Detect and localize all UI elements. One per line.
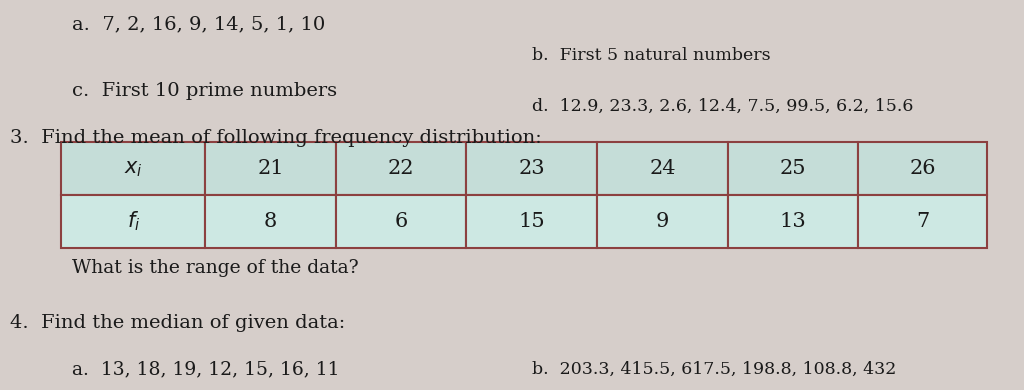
Text: 26: 26 [909, 159, 936, 178]
Text: 4.  Find the median of given data:: 4. Find the median of given data: [10, 314, 345, 332]
Text: 6: 6 [394, 212, 408, 231]
Text: 7: 7 [916, 212, 930, 231]
Text: 13: 13 [779, 212, 807, 231]
Text: b.  First 5 natural numbers: b. First 5 natural numbers [532, 47, 771, 64]
Text: $f_i$: $f_i$ [127, 209, 140, 233]
Bar [728, 195, 858, 248]
Bar [858, 195, 987, 248]
Text: c.  First 10 prime numbers: c. First 10 prime numbers [72, 82, 337, 100]
Bar [205, 142, 336, 195]
Bar [336, 142, 466, 195]
Text: What is the range of the data?: What is the range of the data? [72, 259, 358, 277]
Bar [205, 195, 336, 248]
Text: 25: 25 [780, 159, 806, 178]
Bar [61, 195, 205, 248]
Text: d.  12.9, 23.3, 2.6, 12.4, 7.5, 99.5, 6.2, 15.6: d. 12.9, 23.3, 2.6, 12.4, 7.5, 99.5, 6.2… [532, 98, 913, 115]
Bar [597, 195, 728, 248]
Bar [728, 142, 858, 195]
Text: 23: 23 [518, 159, 545, 178]
Bar [466, 142, 597, 195]
Text: 22: 22 [388, 159, 415, 178]
Bar [466, 195, 597, 248]
Text: 9: 9 [655, 212, 669, 231]
Text: a.  13, 18, 19, 12, 15, 16, 11: a. 13, 18, 19, 12, 15, 16, 11 [72, 361, 339, 379]
Text: 24: 24 [649, 159, 676, 178]
Bar [336, 195, 466, 248]
Text: 3.  Find the mean of following frequency distribution:: 3. Find the mean of following frequency … [10, 129, 542, 147]
Text: 15: 15 [518, 212, 545, 231]
Bar [61, 142, 205, 195]
Text: 21: 21 [257, 159, 284, 178]
Bar [858, 142, 987, 195]
Bar [597, 142, 728, 195]
Text: 8: 8 [264, 212, 278, 231]
Text: b.  203.3, 415.5, 617.5, 198.8, 108.8, 432: b. 203.3, 415.5, 617.5, 198.8, 108.8, 43… [532, 361, 897, 378]
Text: a.  7, 2, 16, 9, 14, 5, 1, 10: a. 7, 2, 16, 9, 14, 5, 1, 10 [72, 16, 325, 34]
Text: $x_i$: $x_i$ [124, 159, 142, 179]
